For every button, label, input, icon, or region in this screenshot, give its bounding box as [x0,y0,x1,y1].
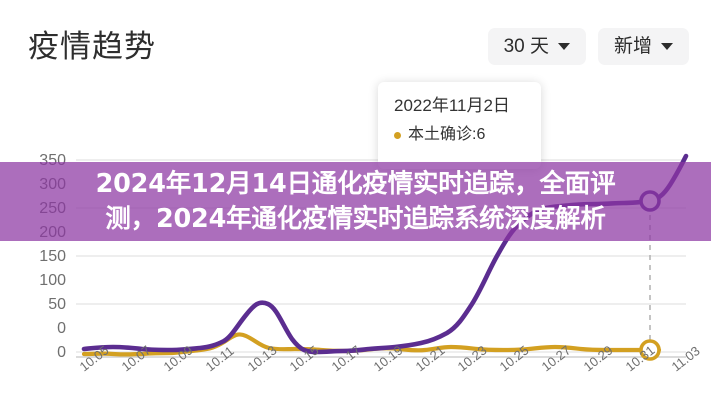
svg-text:150: 150 [39,248,66,265]
x-axis-ticks: 10.05 10.07 10.09 10.11 10.13 10.15 10.1… [77,343,703,375]
chevron-down-icon [557,42,570,50]
range-dropdown-label: 30 天 [503,35,549,57]
chart-tooltip: 2022年11月2日 本土确诊:6 [378,82,541,170]
header-controls: 30 天 新增 [487,27,689,65]
tooltip-date: 2022年11月2日 [394,96,510,115]
panel-header: 疫情趋势 30 天 新增 [0,18,711,74]
svg-text:10.29: 10.29 [581,343,616,375]
page-title: 疫情趋势 [28,28,156,64]
range-dropdown[interactable]: 30 天 [487,27,586,65]
metric-dropdown-label: 新增 [613,35,652,57]
series-dot-icon [394,132,401,140]
svg-text:0: 0 [57,344,66,361]
svg-text:50: 50 [48,296,66,313]
svg-text:10.17: 10.17 [329,343,364,375]
svg-text:100: 100 [39,272,66,289]
marker-asymptomatic[interactable] [639,339,661,361]
tooltip-row-label: 本土确诊:6 [408,126,486,144]
svg-text:11.03: 11.03 [669,343,703,374]
chevron-down-icon [661,42,673,50]
tooltip-row: 本土确诊:6 [394,125,527,146]
article-title-overlay: 2024年12月14日通化疫情实时追踪，全面评 测，2024年通化疫情实时追踪系… [0,162,711,241]
svg-text:0: 0 [57,320,66,337]
article-title-line-2: 测，2024年通化疫情实时追踪系统深度解析 [105,203,606,234]
metric-dropdown[interactable]: 新增 [597,27,689,65]
article-title-line-1: 2024年12月14日通化疫情实时追踪，全面评 [95,169,616,200]
